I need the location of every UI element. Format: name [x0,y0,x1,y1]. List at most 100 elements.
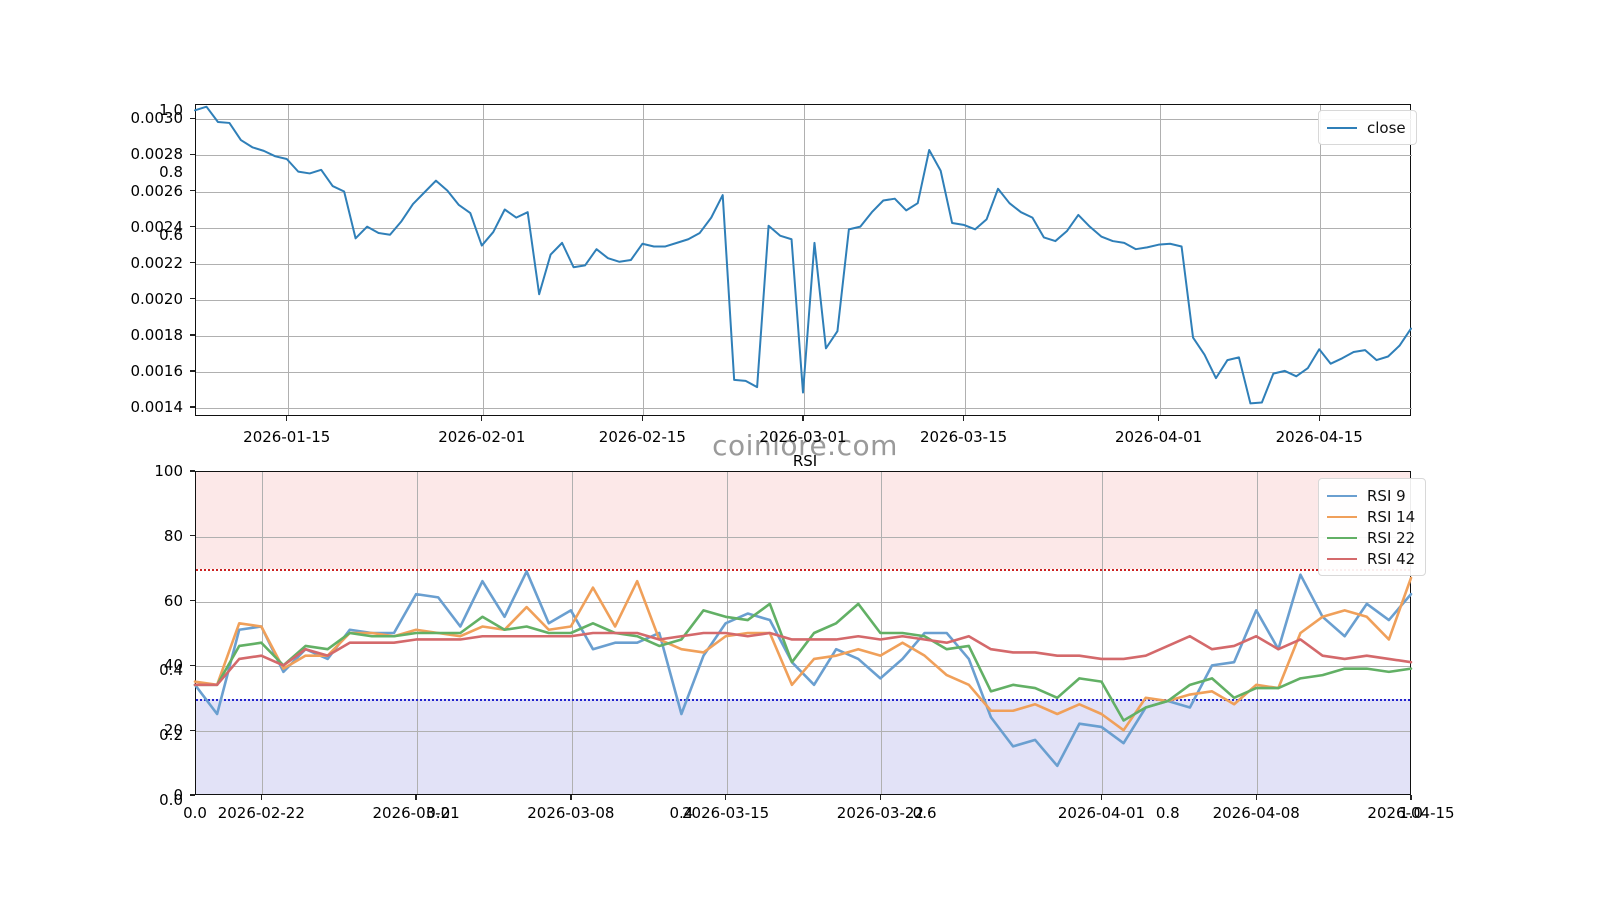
price-ytick [190,298,195,300]
rsi-chart-panel: RSI 9 RSI 14 RSI 22 RSI 42 RSI 0 20 40 60 80 100… [0,452,1600,900]
price-secondary-ytick-label: 0.8 [159,163,183,182]
rsi-ytick [190,729,195,731]
rsi-xtick-label: 2026-03-22 [836,804,924,822]
rsi-xtick [570,795,572,800]
rsi-xtick [879,795,882,800]
legend-swatch-icon [1327,557,1357,560]
price-xtick [962,416,965,421]
price-ytick-label: 0.0016 [130,361,184,380]
rsi-legend-item[interactable]: RSI 14 [1327,506,1415,527]
price-secondary-ytick-label: 0.6 [159,225,183,244]
rsi-xtick [415,795,417,800]
rsi-xtick [724,795,727,800]
price-ytick-label: 0.0022 [130,253,184,272]
rsi-xtick-label: 2026-04-15 [1367,804,1455,822]
legend-label: RSI 9 [1367,486,1406,505]
rsi-gridline-h [196,731,1410,733]
price-xtick-label: 2026-01-15 [243,428,331,446]
rsi-xtick [1100,795,1103,800]
rsi-overbought-band [196,472,1410,570]
rsi-oversold-band [196,698,1410,794]
price-legend: close [1318,110,1417,145]
rsi-gridline-h [196,666,1410,668]
price-chart-panel: close coinlore.com 0.0014 0.0016 0.0018 0.0… [130,101,1417,462]
legend-label: RSI 22 [1367,528,1416,547]
rsi-gridline-v [1257,472,1259,794]
rsi-ytick-label: 60 [163,591,183,610]
rsi-ytick [190,794,195,796]
rsi-xtick-label: 2026-04-01 [1057,804,1146,822]
rsi-oversold-threshold-line [196,698,1410,701]
price-xtick-label: 2026-03-15 [920,428,1008,446]
price-xtick-label: 2026-03-01 [759,428,847,446]
price-xtick [286,416,288,421]
price-gridline-v [964,105,966,415]
price-xtick-label: 2026-02-15 [598,428,686,446]
rsi-ytick-label: 0 [173,786,183,804]
price-ytick-label: 0.0018 [130,325,184,344]
price-plot-area [195,104,1412,416]
price-gridline-v [804,105,805,415]
legend-label: RSI 14 [1367,507,1416,526]
price-xtick [1318,416,1320,421]
rsi-secondary-ytick-label: 0.0 [159,791,183,809]
rsi-xtick [1255,795,1257,800]
rsi-secondary-xtick-label: 0.8 [1155,804,1180,822]
rsi-ytick [190,664,195,667]
price-ytick-label: 0.0014 [130,397,184,416]
rsi-legend-item[interactable]: RSI 42 [1327,548,1415,569]
rsi-xtick-label: 2026-03-15 [682,804,770,822]
price-xtick [641,416,644,421]
rsi-legend-item[interactable]: RSI 22 [1327,527,1415,548]
price-xtick-label: 2026-04-15 [1275,428,1363,446]
price-line-series [194,105,1412,405]
price-gridline-v [643,105,645,415]
rsi-secondary-xtick-label: 0.2 [426,804,451,822]
price-ytick [190,225,195,228]
watermark: coinlore.com [712,429,898,462]
rsi-secondary-xtick-label: 1.0 [1399,804,1423,822]
price-xtick [1157,416,1160,421]
rsi-line-series [193,570,1413,768]
price-ytick-label: 0.0024 [130,217,184,236]
rsi-xtick-label: 2026-02-22 [217,804,305,822]
rsi-gridline-v [262,472,264,794]
rsi-ytick [190,599,195,602]
rsi-legend-item[interactable]: RSI 9 [1327,485,1415,506]
rsi-ytick-label: 100 [154,462,183,480]
rsi-ytick-label: 80 [163,526,183,545]
price-secondary-ytick-label: 1.0 [159,101,183,119]
price-gridline-v [287,105,289,415]
legend-swatch-icon [1327,536,1357,539]
price-ytick-label: 0.0026 [130,181,184,200]
price-gridline-v [482,105,484,415]
rsi-gridline-v [1102,472,1104,794]
legend-label: close [1367,118,1406,137]
rsi-ytick [190,535,195,537]
rsi-ytick-label: 40 [163,656,183,675]
price-xtick [481,416,483,421]
rsi-secondary-ytick-label: 0.2 [159,726,183,745]
rsi-secondary-xtick-label: 0.0 [183,804,207,822]
legend-label: RSI 42 [1367,549,1416,568]
price-ytick [190,370,195,372]
price-legend-item[interactable]: close [1327,117,1406,138]
rsi-gridline-h [196,536,1410,538]
rsi-xtick-label: 2026-03-01 [372,804,460,822]
rsi-xtick-label: 2026-03-08 [527,804,615,822]
rsi-plot-area [195,471,1411,795]
rsi-panel-title: RSI [792,452,818,470]
rsi-xtick [260,795,263,800]
price-xtick-label: 2026-04-01 [1115,428,1203,446]
price-xtick [802,416,804,421]
price-ytick [190,334,195,336]
price-gridline-v [1320,105,1322,415]
price-ytick-label: 0.0020 [130,289,184,308]
rsi-legend: RSI 9 RSI 14 RSI 22 RSI 42 [1318,478,1427,576]
legend-swatch-icon [1327,515,1357,518]
price-ytick [190,406,195,408]
legend-swatch-icon [1327,494,1357,497]
price-ytick-label: 0.0028 [130,145,184,164]
price-ytick-label: 0.0030 [130,109,184,128]
